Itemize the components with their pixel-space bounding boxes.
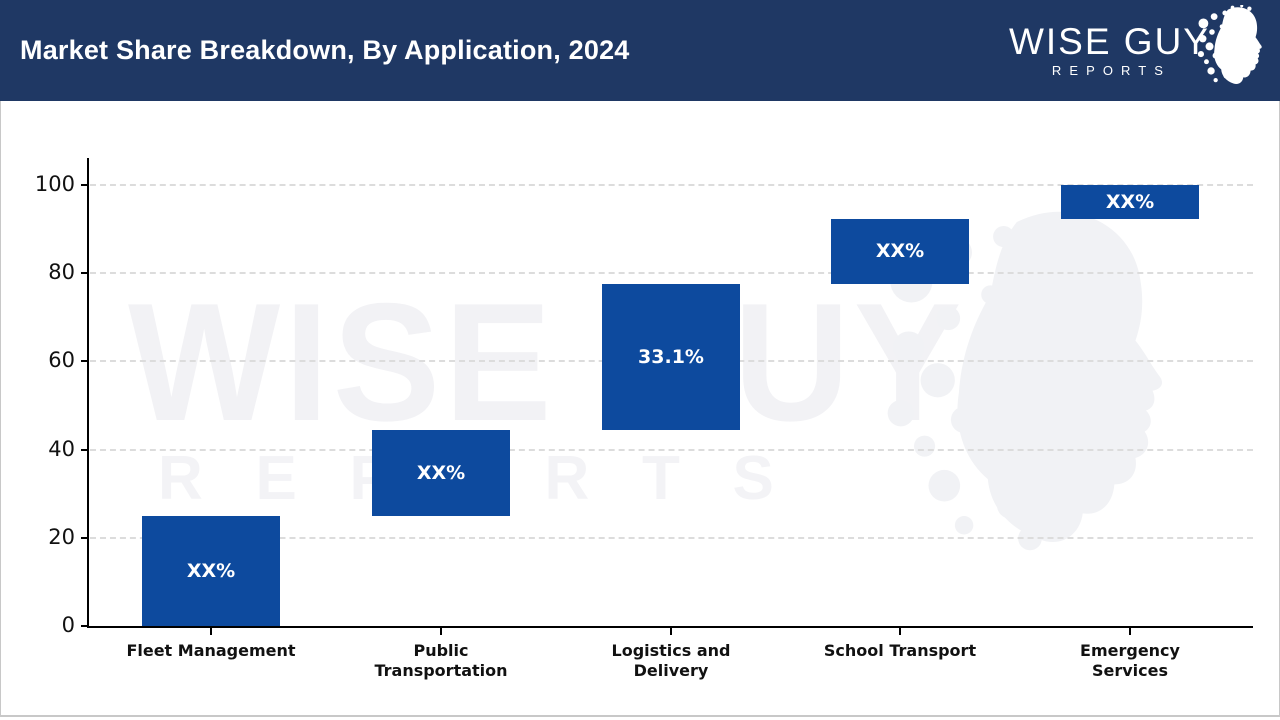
y-tick-40 bbox=[81, 448, 89, 451]
bar-value-label: XX% bbox=[1105, 190, 1155, 213]
brand-subname: REPORTS bbox=[1051, 63, 1171, 78]
x-tick-1 bbox=[440, 628, 442, 635]
y-tick-label-20: 20 bbox=[48, 524, 75, 549]
y-tick-0 bbox=[81, 625, 89, 627]
y-tick-label-100: 100 bbox=[34, 172, 75, 196]
brand-name: WISE GUY bbox=[1008, 21, 1210, 62]
bar-value-label: XX% bbox=[416, 461, 466, 484]
category-label: School Transport bbox=[823, 641, 977, 660]
category-label: Logistics and Delivery bbox=[611, 641, 731, 680]
gridline-80 bbox=[90, 272, 1253, 275]
x-tick-4 bbox=[1129, 628, 1131, 635]
y-tick-20 bbox=[81, 536, 89, 539]
category-label: Public Transportation bbox=[374, 641, 508, 680]
gridline-20 bbox=[90, 536, 1253, 539]
bar-emergency-services: XX% bbox=[1061, 185, 1199, 219]
x-tick-2 bbox=[670, 628, 672, 635]
bar-public-transportation: XX% bbox=[372, 429, 510, 516]
bar-school-transport: XX% bbox=[831, 218, 969, 284]
x-tick-3 bbox=[899, 628, 901, 635]
category-label: Emergency Services bbox=[1080, 641, 1180, 680]
bar-fleet-management: XX% bbox=[142, 515, 280, 626]
bar-value-label: XX% bbox=[186, 559, 236, 582]
y-tick-label-80: 80 bbox=[48, 260, 75, 285]
y-tick-label-40: 40 bbox=[48, 436, 75, 461]
header-bar: Market Share Breakdown, By Application, … bbox=[0, 0, 1280, 101]
gridline-40 bbox=[90, 448, 1253, 451]
y-axis-line bbox=[87, 158, 89, 628]
y-tick-100 bbox=[81, 184, 89, 186]
bar-value-label: XX% bbox=[875, 240, 925, 263]
page-title: Market Share Breakdown, By Application, … bbox=[20, 35, 630, 65]
gridline-100 bbox=[90, 184, 1253, 186]
y-tick-80 bbox=[81, 272, 89, 275]
y-tick-label-60: 60 bbox=[48, 348, 75, 373]
x-axis-line bbox=[87, 626, 1253, 628]
y-tick-60 bbox=[81, 360, 89, 363]
brand-logo: WISE GUY REPORTS bbox=[1009, 4, 1266, 97]
bar-value-label: 33.1% bbox=[638, 345, 704, 368]
brand-wordmark: WISE GUY REPORTS bbox=[1009, 23, 1210, 78]
y-tick-label-0: 0 bbox=[61, 613, 75, 637]
x-tick-0 bbox=[210, 628, 212, 635]
category-label: Fleet Management bbox=[126, 641, 296, 660]
bar-logistics-and-delivery: 33.1% bbox=[602, 283, 740, 430]
face-profile-logo-icon bbox=[1197, 4, 1262, 84]
